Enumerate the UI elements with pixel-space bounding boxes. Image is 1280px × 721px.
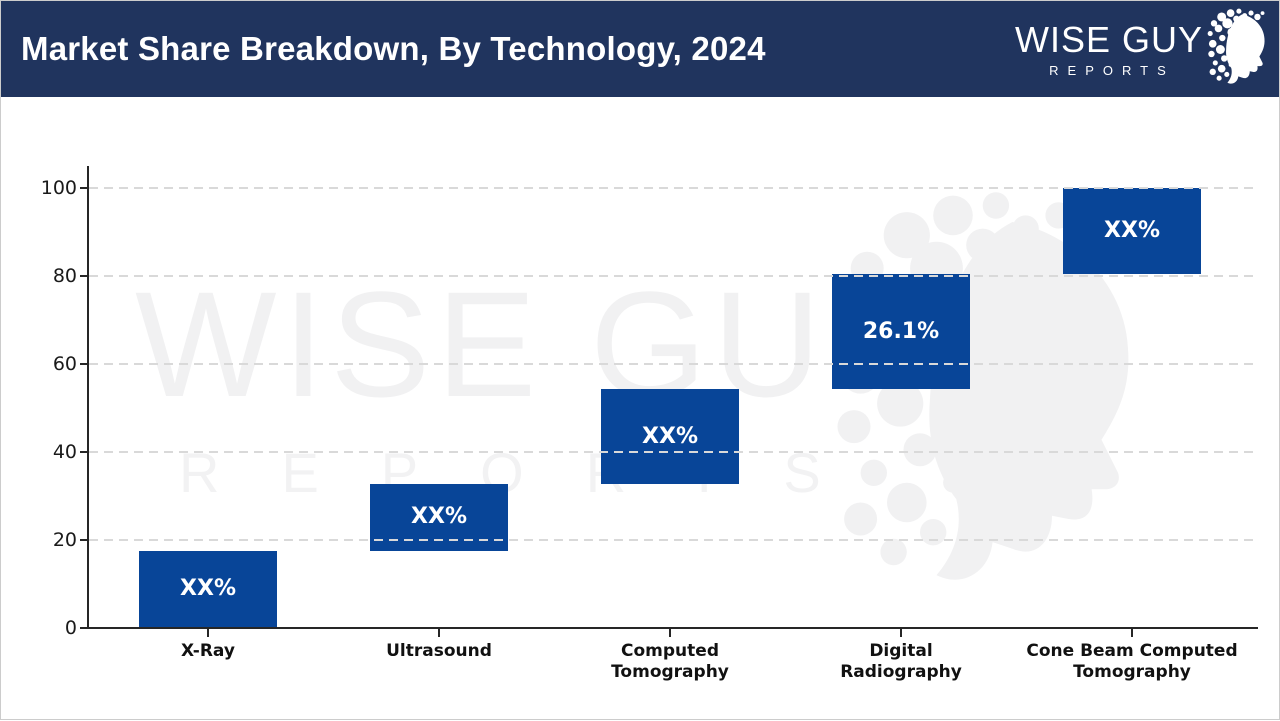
- logo-subtitle: REPORTS: [1049, 63, 1175, 78]
- x-axis-tick-x-ray: [207, 629, 209, 637]
- gridline-100: [89, 186, 1254, 189]
- y-axis-tick-20: [80, 538, 88, 541]
- x-axis-label-computed: Computed Tomography: [611, 641, 729, 682]
- x-axis-line: [87, 627, 1258, 629]
- y-axis-tick-80: [80, 274, 88, 277]
- y-axis-tick-0: [80, 627, 88, 629]
- bar-computed: [601, 389, 739, 484]
- x-axis-tick-digital: [900, 629, 902, 637]
- header: Market Share Breakdown, By Technology, 2…: [1, 1, 1279, 97]
- y-axis-tick-100: [80, 186, 88, 189]
- x-axis-tick-computed: [669, 629, 671, 637]
- bar-cone-beam-computed: [1063, 187, 1201, 275]
- gridline-40: [89, 450, 1254, 453]
- x-axis-label-x-ray: X-Ray: [181, 641, 235, 661]
- y-axis-tick-label-20: 20: [52, 528, 77, 551]
- gridline-60: [89, 362, 1254, 365]
- y-axis-tick-40: [80, 450, 88, 453]
- x-axis-tick-ultrasound: [438, 629, 440, 637]
- bar-value-label-digital: 26.1%: [862, 318, 940, 344]
- y-axis-line: [87, 166, 89, 629]
- bar-value-label-x-ray: XX%: [180, 576, 236, 602]
- y-axis-tick-60: [80, 362, 88, 365]
- y-axis-tick-label-80: 80: [52, 264, 77, 287]
- gridline-20: [89, 538, 1254, 541]
- page-title: Market Share Breakdown, By Technology, 2…: [21, 30, 766, 67]
- gridline-80: [89, 274, 1254, 277]
- bar-value-label-cone-beam-computed: XX%: [1104, 217, 1160, 243]
- logo-text: WISE GUY REPORTS: [1014, 19, 1203, 79]
- y-axis-tick-label-40: 40: [52, 440, 77, 463]
- x-axis-label-ultrasound: Ultrasound: [386, 641, 492, 661]
- y-axis-tick-label-60: 60: [52, 352, 77, 375]
- logo-wordmark: WISE GUY: [1014, 19, 1203, 60]
- x-axis-label-cone-beam-computed: Cone Beam Computed Tomography: [1026, 641, 1238, 682]
- y-axis-tick-label-100: 100: [40, 176, 77, 199]
- y-axis-tick-label-0: 0: [64, 617, 77, 639]
- brand-logo: WISE GUY REPORTS: [1015, 7, 1269, 91]
- x-axis-label-digital: Digital Radiography: [840, 641, 962, 682]
- bar-value-label-computed: XX%: [642, 423, 698, 449]
- bar-digital: [832, 274, 970, 390]
- logo-face-icon: [1207, 8, 1265, 84]
- x-axis-tick-cone-beam-computed: [1131, 629, 1133, 637]
- bar-x-ray: [139, 550, 277, 628]
- bar-value-label-ultrasound: XX%: [411, 504, 467, 530]
